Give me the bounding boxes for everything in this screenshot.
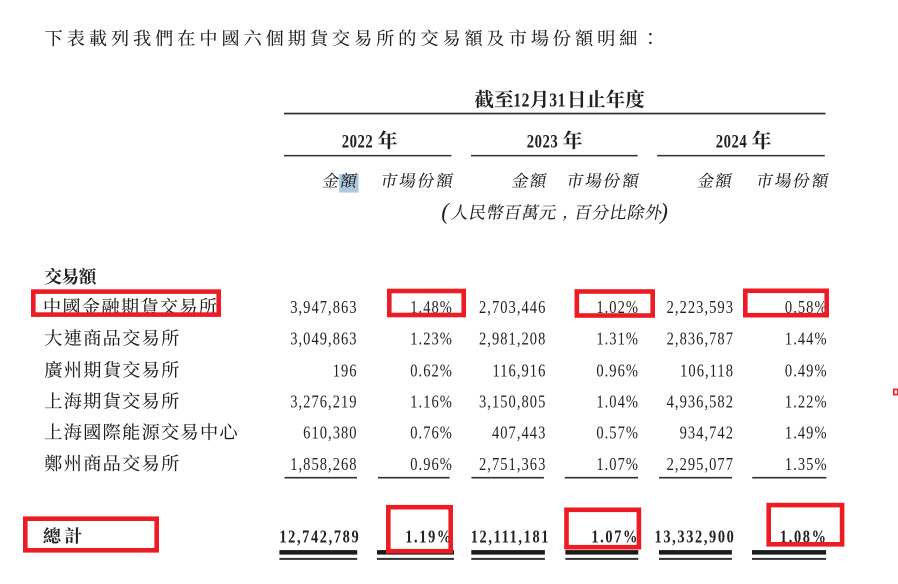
svg-text:1.04%: 1.04%	[596, 391, 639, 412]
svg-text:0.49%: 0.49%	[785, 360, 828, 381]
svg-text:1.16%: 1.16%	[410, 391, 453, 412]
svg-text:1.49%: 1.49%	[785, 422, 828, 443]
svg-text:2023: 2023	[527, 131, 559, 152]
svg-text:31: 31	[549, 89, 566, 111]
svg-text:0.96%: 0.96%	[596, 360, 639, 381]
svg-text:2,295,077: 2,295,077	[667, 453, 734, 474]
svg-text:610,380: 610,380	[303, 422, 357, 443]
svg-text:2,223,593: 2,223,593	[667, 297, 734, 318]
svg-text:2,751,363: 2,751,363	[479, 453, 546, 474]
svg-text:2,836,787: 2,836,787	[667, 328, 734, 349]
svg-text:1.02%: 1.02%	[596, 297, 639, 318]
svg-text:1.31%: 1.31%	[596, 328, 639, 349]
svg-text:2024: 2024	[716, 131, 748, 152]
svg-text:13,332,900: 13,332,900	[655, 528, 736, 547]
svg-text:): )	[658, 199, 668, 224]
svg-text:2022: 2022	[342, 131, 374, 152]
svg-text:0.57%: 0.57%	[596, 422, 639, 443]
svg-text:1.35%: 1.35%	[785, 453, 828, 474]
svg-text:934,742: 934,742	[680, 422, 734, 443]
svg-text:12,742,789: 12,742,789	[279, 528, 360, 547]
svg-text:0.96%: 0.96%	[410, 453, 453, 474]
svg-text:1,858,268: 1,858,268	[290, 453, 357, 474]
svg-text:12,111,181: 12,111,181	[471, 528, 550, 547]
svg-text:106,118: 106,118	[680, 360, 734, 381]
svg-text:3,150,805: 3,150,805	[479, 391, 546, 412]
svg-text:0.62%: 0.62%	[410, 360, 453, 381]
svg-text:2,981,208: 2,981,208	[479, 328, 546, 349]
svg-text:1.48%: 1.48%	[410, 297, 453, 318]
svg-text:12: 12	[513, 89, 530, 111]
svg-text:3,947,863: 3,947,863	[290, 297, 357, 318]
svg-text:1.07%: 1.07%	[591, 528, 639, 547]
svg-text:(: (	[441, 199, 450, 224]
svg-text:1.19%: 1.19%	[405, 528, 453, 547]
svg-text:0.58%: 0.58%	[785, 297, 828, 318]
svg-text:1.07%: 1.07%	[596, 453, 639, 474]
svg-text:407,443: 407,443	[492, 422, 546, 443]
svg-text:196: 196	[333, 360, 358, 381]
svg-text:4,936,582: 4,936,582	[667, 391, 734, 412]
svg-text:116,916: 116,916	[493, 360, 547, 381]
svg-text:0.76%: 0.76%	[410, 422, 453, 443]
svg-text:2,703,446: 2,703,446	[479, 297, 546, 318]
svg-text:1.22%: 1.22%	[785, 391, 828, 412]
svg-text:3,276,219: 3,276,219	[290, 391, 357, 412]
svg-text:1.44%: 1.44%	[785, 328, 828, 349]
svg-text:3,049,863: 3,049,863	[290, 328, 357, 349]
svg-text:1.23%: 1.23%	[410, 328, 453, 349]
